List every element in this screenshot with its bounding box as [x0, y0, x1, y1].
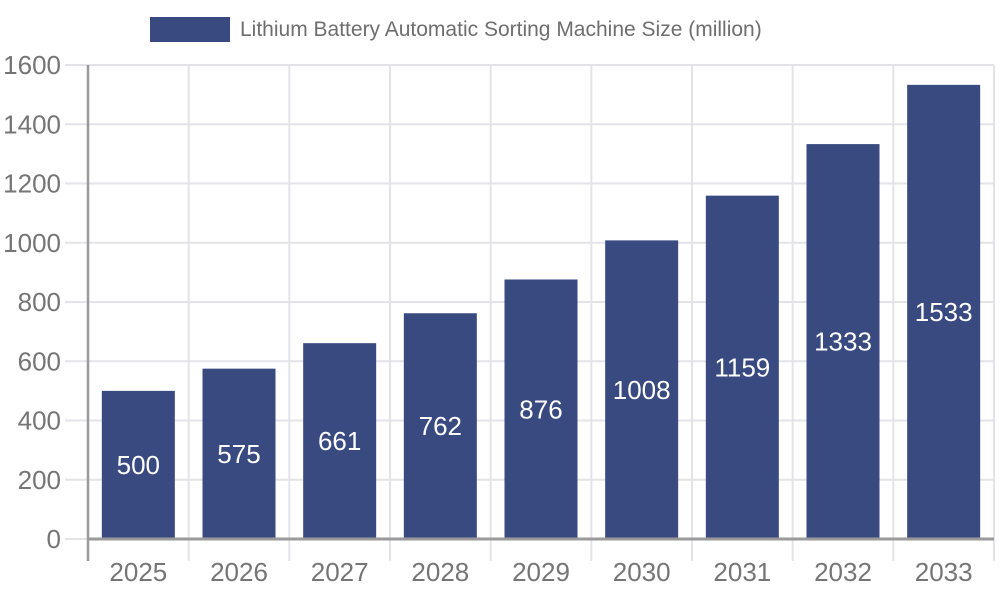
- x-tick-label: 2032: [814, 557, 872, 587]
- bar-2033[interactable]: [907, 84, 981, 539]
- y-tick-label: 400: [18, 406, 61, 436]
- bar-value-label: 1008: [613, 375, 671, 405]
- x-tick-label: 2028: [411, 557, 469, 587]
- y-tick-label: 1200: [3, 169, 61, 199]
- bar-2026[interactable]: [202, 368, 276, 539]
- x-tick-label: 2031: [713, 557, 771, 587]
- y-tick-label: 800: [18, 287, 61, 317]
- y-tick-label: 0: [47, 524, 61, 554]
- bar-2030[interactable]: [605, 240, 679, 539]
- y-tick-label: 200: [18, 465, 61, 495]
- y-tick-label: 600: [18, 346, 61, 376]
- bar-value-label: 876: [519, 394, 562, 424]
- y-tick-label: 1600: [3, 50, 61, 80]
- bar-value-label: 575: [217, 439, 260, 469]
- x-tick-label: 2026: [210, 557, 268, 587]
- bar-2027[interactable]: [303, 343, 377, 539]
- bar-2025[interactable]: [101, 390, 175, 539]
- bar-2031[interactable]: [705, 195, 779, 540]
- x-tick-label: 2027: [311, 557, 369, 587]
- x-tick-label: 2029: [512, 557, 570, 587]
- bar-2028[interactable]: [403, 313, 477, 539]
- chart-legend[interactable]: Lithium Battery Automatic Sorting Machin…: [150, 17, 762, 42]
- bar-2029[interactable]: [504, 279, 578, 539]
- y-tick-label: 1400: [3, 109, 61, 139]
- bar-2032[interactable]: [806, 144, 880, 539]
- bar-value-label: 661: [318, 426, 361, 456]
- x-tick-label: 2033: [915, 557, 973, 587]
- legend-swatch: [150, 17, 230, 42]
- x-tick-label: 2025: [109, 557, 167, 587]
- bar-value-label: 1159: [714, 352, 770, 382]
- bar-value-label: 1533: [915, 297, 973, 327]
- legend-label: Lithium Battery Automatic Sorting Machin…: [240, 18, 762, 41]
- bar-value-label: 500: [117, 450, 160, 480]
- bar-value-label: 1333: [814, 327, 872, 357]
- y-tick-label: 1000: [3, 228, 61, 258]
- bar-value-label: 762: [419, 411, 462, 441]
- x-tick-label: 2030: [613, 557, 671, 587]
